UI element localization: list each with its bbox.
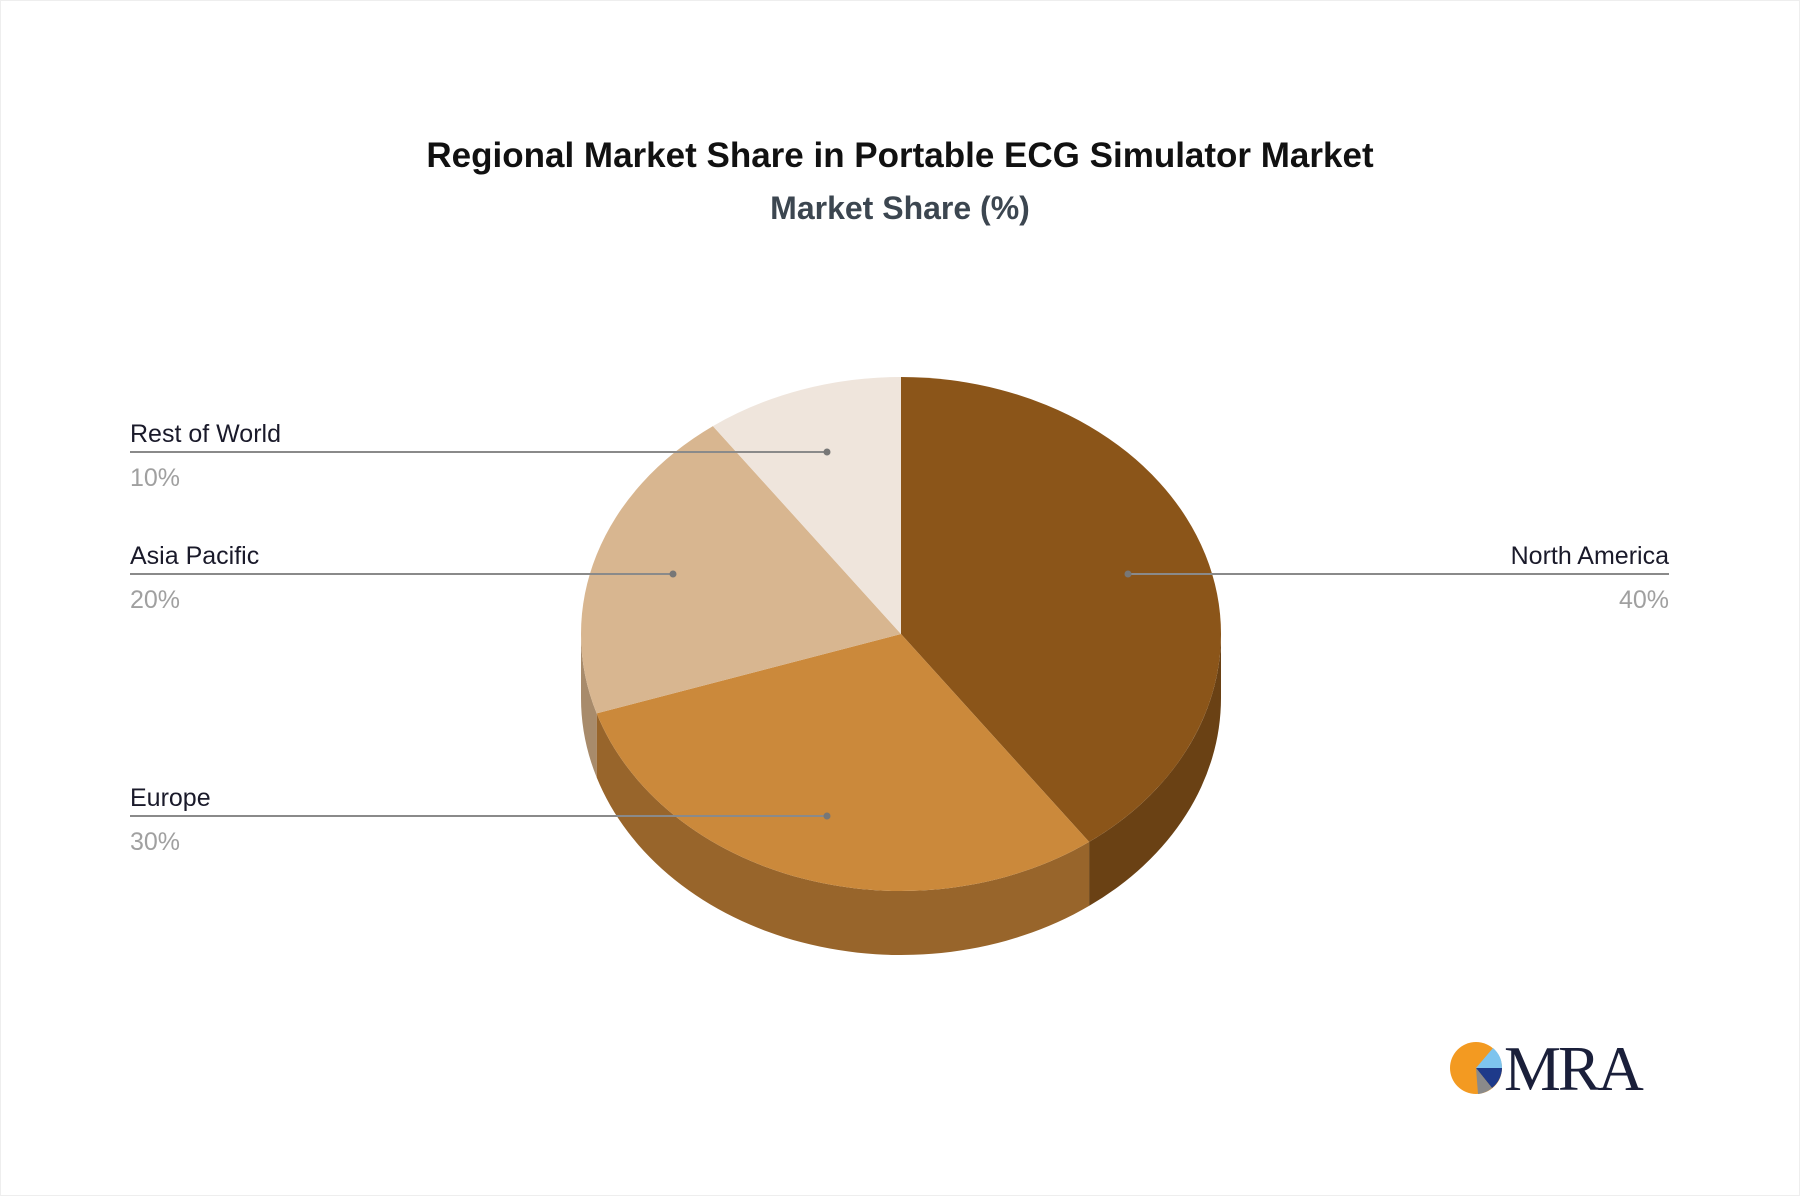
pie-slice-rest-of-world[interactable] bbox=[712, 377, 901, 634]
pie-side-europe bbox=[596, 713, 1090, 956]
slice-value-europe: 30% bbox=[130, 828, 180, 856]
slice-label-europe: Europe bbox=[130, 784, 211, 812]
pie-slice-europe[interactable] bbox=[596, 634, 1090, 892]
chart-subtitle: Market Share (%) bbox=[770, 190, 1030, 226]
pie-slice-asia-pacific[interactable] bbox=[581, 426, 901, 714]
pie-side-asia-pacific bbox=[581, 634, 597, 778]
leader-dot-rest-of-world bbox=[823, 448, 831, 456]
leader-dot-north-america bbox=[1124, 570, 1132, 578]
slice-label-asia-pacific: Asia Pacific bbox=[130, 542, 259, 570]
slice-value-north-america: 40% bbox=[1619, 586, 1669, 614]
leader-dot-europe bbox=[823, 812, 831, 820]
slice-label-rest-of-world: Rest of World bbox=[130, 420, 281, 448]
logo-pie-icon bbox=[1450, 1042, 1503, 1094]
logo-text: MRA bbox=[1504, 1033, 1644, 1104]
leader-dot-asia-pacific bbox=[669, 570, 677, 578]
slice-value-asia-pacific: 20% bbox=[130, 586, 180, 614]
slice-value-rest-of-world: 10% bbox=[130, 464, 180, 492]
chart-title: Regional Market Share in Portable ECG Si… bbox=[426, 136, 1374, 175]
mra-logo: MRA bbox=[1448, 1033, 1648, 1104]
slice-label-north-america: North America bbox=[1511, 542, 1669, 570]
pie-side-north-america bbox=[1089, 634, 1221, 906]
pie-slice-north-america[interactable] bbox=[901, 377, 1221, 842]
